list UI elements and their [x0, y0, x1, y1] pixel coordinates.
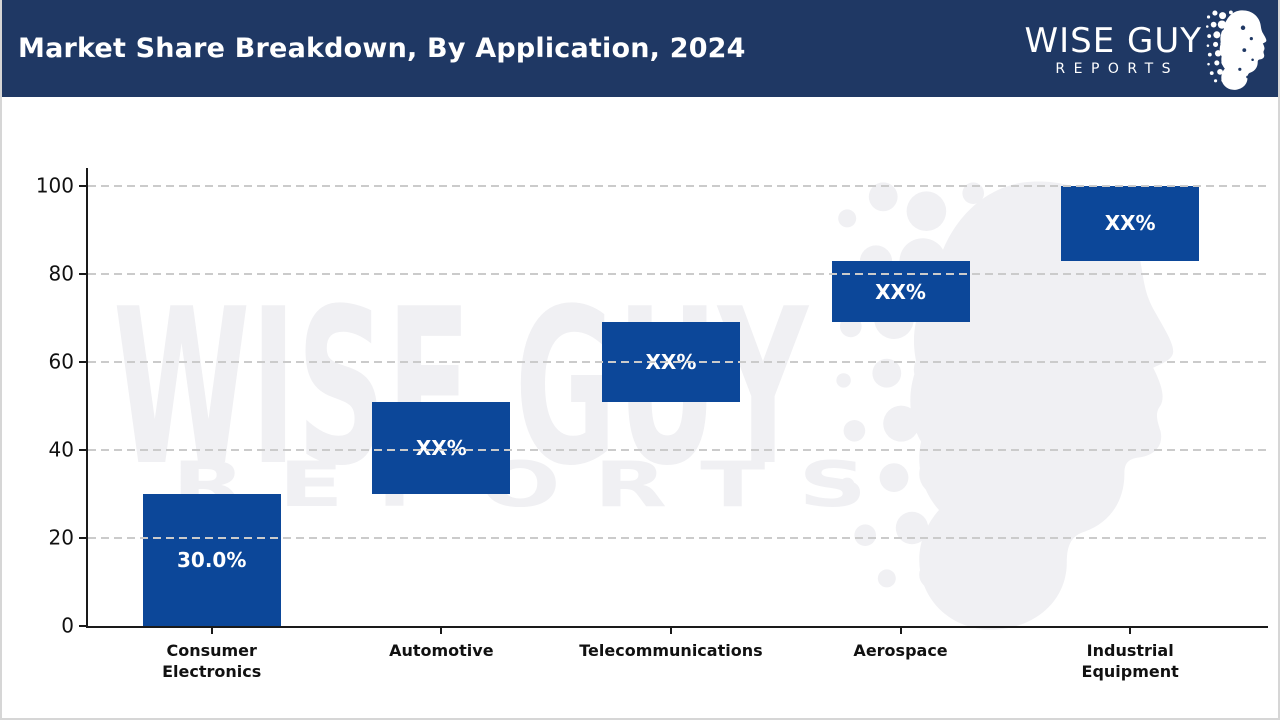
x-category-label: Automotive — [389, 641, 494, 660]
y-axis-line — [86, 168, 88, 628]
x-axis-line — [86, 626, 1268, 628]
grid-line — [88, 449, 1268, 451]
x-category-label: Consumer Electronics — [162, 641, 262, 681]
grid-line — [88, 185, 1268, 187]
header: Market Share Breakdown, By Application, … — [0, 0, 1280, 97]
bar: XX% — [831, 260, 970, 323]
x-category-label: Aerospace — [853, 641, 948, 660]
y-tick-mark — [79, 185, 87, 187]
x-tick-mark — [899, 626, 902, 634]
x-category-label: Industrial Equipment — [1081, 641, 1179, 681]
y-tick-label: 0 — [61, 613, 74, 638]
y-tick-mark — [79, 361, 87, 363]
bar-value-label: XX% — [875, 279, 926, 304]
bar: XX% — [372, 401, 511, 494]
bar-value-label: 30.0% — [176, 548, 247, 572]
x-category-label: Telecommunications — [579, 641, 763, 660]
page-title: Market Share Breakdown, By Application, … — [18, 33, 746, 64]
y-tick-mark — [79, 625, 87, 627]
grid-line — [88, 361, 1268, 363]
y-tick-label: 20 — [48, 525, 74, 550]
bar-value-label: XX% — [415, 435, 467, 460]
wiseguy-logo-text: WISE GUY REPORTS — [1024, 22, 1202, 77]
grid-line — [88, 273, 1268, 275]
y-tick-label: 100 — [35, 173, 74, 198]
y-tick-mark — [79, 449, 87, 451]
x-tick-mark — [1129, 626, 1132, 634]
x-tick-mark — [210, 626, 213, 634]
wiseguy-logo-line1: WISE GUY — [1024, 21, 1202, 61]
y-tick-label: 80 — [48, 261, 74, 286]
wiseguy-logo-line2: REPORTS — [1055, 61, 1180, 77]
y-tick-mark — [79, 273, 87, 275]
bar: 30.0% — [142, 494, 281, 626]
y-tick-label: 60 — [48, 349, 74, 374]
wiseguy-logo-face-icon — [1205, 10, 1267, 90]
grid-line — [88, 537, 1268, 539]
wiseguy-logo: WISE GUY REPORTS — [1024, 8, 1268, 91]
x-tick-mark — [669, 626, 672, 634]
bar: XX% — [1061, 186, 1200, 261]
x-tick-mark — [440, 626, 443, 634]
y-tick-mark — [79, 537, 87, 539]
y-tick-label: 40 — [48, 437, 74, 462]
bar-value-label: XX% — [1104, 211, 1156, 236]
